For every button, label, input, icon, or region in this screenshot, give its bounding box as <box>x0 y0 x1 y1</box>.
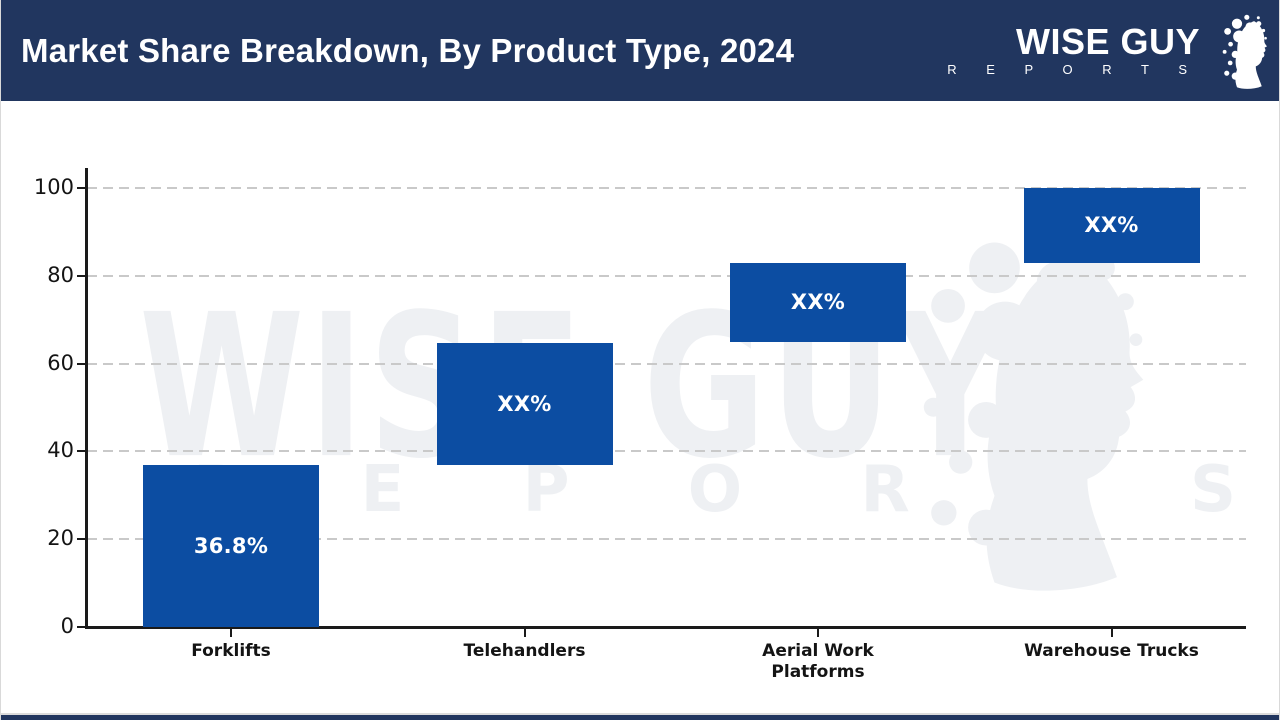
y-tick-mark-20 <box>77 538 86 541</box>
x-axis-label-telehandlers: Telehandlers <box>463 641 586 661</box>
x-axis-label-warehouse-trucks: Warehouse Trucks <box>1024 641 1199 661</box>
x-tick-mark-warehouse-trucks <box>1110 628 1113 637</box>
x-axis-label-aerial-work-platforms: Aerial Work Platforms <box>762 641 874 682</box>
bar-aerial-work-platforms: XX% <box>730 262 906 342</box>
x-tick-mark-telehandlers <box>523 628 526 637</box>
brand-text: WISE GUY R E P O R T S <box>941 21 1200 78</box>
gridline-60 <box>87 362 1246 365</box>
y-tick-label-100: 100 <box>33 175 74 199</box>
y-axis-line <box>85 168 88 629</box>
y-tick-label-80: 80 <box>47 262 74 287</box>
gridline-100 <box>87 187 1246 189</box>
bar-forklifts: 36.8% <box>143 465 319 627</box>
y-tick-label-60: 60 <box>47 350 74 375</box>
y-tick-label-40: 40 <box>47 438 74 463</box>
bar-warehouse-trucks: XX% <box>1023 188 1200 263</box>
y-tick-mark-80 <box>77 274 86 277</box>
y-tick-mark-0 <box>77 626 86 628</box>
gridline-20 <box>87 538 1246 541</box>
bar-telehandlers: XX% <box>436 342 613 466</box>
y-tick-mark-60 <box>77 362 86 365</box>
brand-logo: WISE GUY R E P O R T S <box>941 12 1280 90</box>
brand-head-icon <box>1205 12 1269 90</box>
bar-value-label-aerial-work-platforms: XX% <box>790 290 846 315</box>
y-tick-label-0: 0 <box>60 614 74 638</box>
chart-title: Market Share Breakdown, By Product Type,… <box>21 31 795 69</box>
chart-area: WISE GUY R E P O R T S 0 20 40 60 80 100 36.8%… <box>1 101 1279 714</box>
gridline-40 <box>87 450 1246 453</box>
x-axis-label-forklifts: Forklifts <box>191 641 271 661</box>
bar-value-label-forklifts: 36.8% <box>193 534 269 559</box>
x-axis-line <box>85 626 1246 629</box>
y-tick-mark-100 <box>77 187 86 189</box>
bar-value-label-warehouse-trucks: XX% <box>1084 213 1139 238</box>
bottom-divider <box>1 713 1279 715</box>
y-tick-label-20: 20 <box>47 526 74 551</box>
x-tick-mark-aerial-work-platforms <box>817 628 819 637</box>
brand-subtitle: R E P O R T S <box>947 62 1200 77</box>
gridline-80 <box>87 274 1246 277</box>
y-tick-mark-40 <box>77 450 86 453</box>
bar-value-label-telehandlers: XX% <box>497 391 552 416</box>
x-tick-mark-forklifts <box>230 628 232 637</box>
brand-name: WISE GUY <box>1015 21 1200 62</box>
header-bar: Market Share Breakdown, By Product Type,… <box>1 0 1280 101</box>
footer-bar <box>1 715 1279 720</box>
